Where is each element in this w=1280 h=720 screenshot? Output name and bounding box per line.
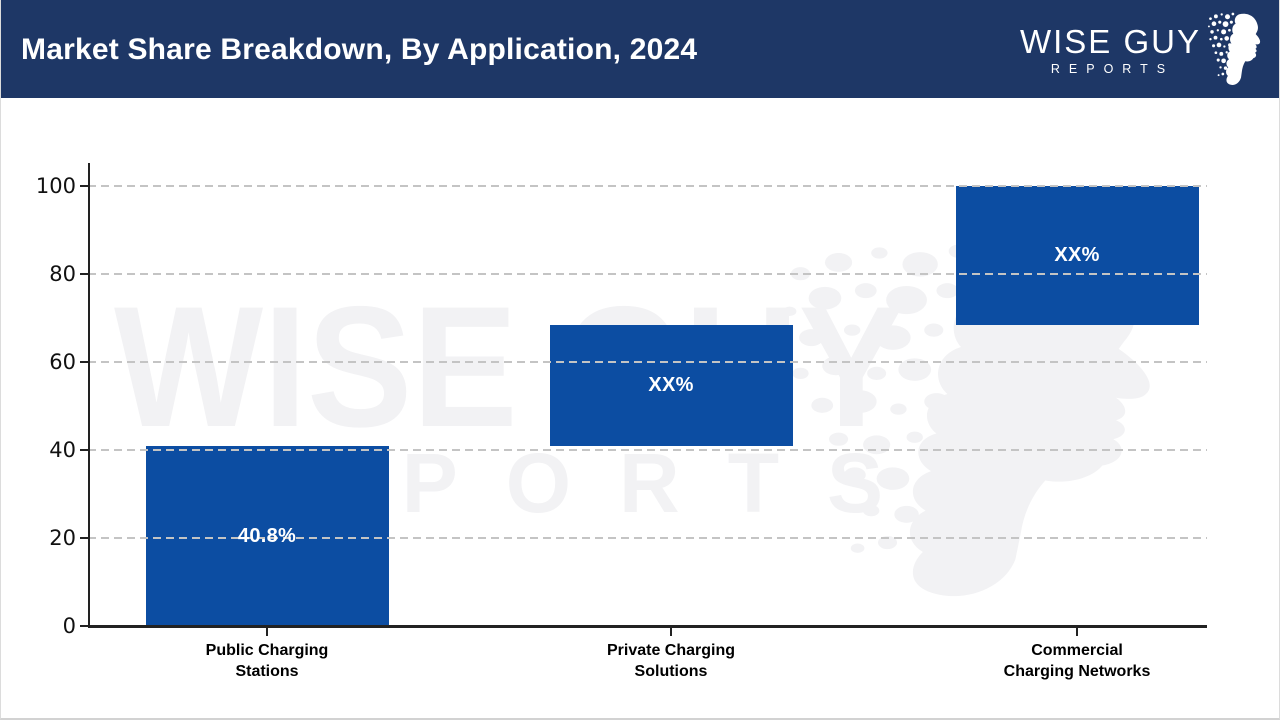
gridline-60 <box>88 361 1207 363</box>
header-banner: Market Share Breakdown, By Application, … <box>1 0 1279 98</box>
x-category-label-line: Stations <box>235 663 299 680</box>
y-tick-label-60: 60 <box>49 350 76 374</box>
chart-title: Market Share Breakdown, By Application, … <box>21 33 698 66</box>
x-category-label-1: Public Charging Stations <box>87 640 447 682</box>
y-tick-100 <box>80 185 88 187</box>
x-tick-3 <box>1076 628 1078 636</box>
brand-logo: WISE GUY REPORTS <box>1020 8 1265 92</box>
y-tick-0 <box>80 625 88 627</box>
y-tick-60 <box>80 361 88 363</box>
x-category-label-line: Public Charging <box>205 642 329 659</box>
x-category-label-line: Charging Networks <box>1003 663 1151 680</box>
bar-value-label: XX% <box>648 374 694 397</box>
y-tick-label-80: 80 <box>49 262 76 286</box>
y-tick-40 <box>80 449 88 451</box>
bar-value-label: 40.8% <box>237 524 297 547</box>
bar-value-label: XX% <box>1054 244 1100 267</box>
y-tick-20 <box>80 537 88 539</box>
brand-logo-reports: REPORTS <box>1050 61 1175 76</box>
y-tick-label-20: 20 <box>49 526 76 550</box>
brand-logo-face-icon <box>1207 12 1261 85</box>
gridline-20 <box>88 537 1207 539</box>
x-category-label-2: Private Charging Solutions <box>491 640 851 682</box>
y-axis-line <box>88 163 90 628</box>
x-category-label-3: Commercial Charging Networks <box>897 640 1257 682</box>
x-tick-2 <box>670 628 672 636</box>
bar-segment-3: XX% <box>955 186 1199 326</box>
gridline-100 <box>88 185 1207 187</box>
x-category-label-line: Private Charging <box>606 642 736 659</box>
x-category-label-line: Commercial <box>1031 642 1123 659</box>
x-category-label-line: Solutions <box>634 663 708 680</box>
y-tick-label-0: 0 <box>62 614 76 638</box>
bar-segment-2: XX% <box>549 325 793 447</box>
x-tick-1 <box>266 628 268 636</box>
gridline-80 <box>88 273 1207 275</box>
y-tick-80 <box>80 273 88 275</box>
x-axis-line <box>88 625 1207 628</box>
brand-logo-wordmark: WISE GUY <box>1019 22 1201 60</box>
bar-segment-1: 40.8% <box>145 446 389 626</box>
y-tick-label-100: 100 <box>35 174 76 198</box>
gridline-40 <box>88 449 1207 451</box>
y-tick-label-40: 40 <box>49 438 76 462</box>
